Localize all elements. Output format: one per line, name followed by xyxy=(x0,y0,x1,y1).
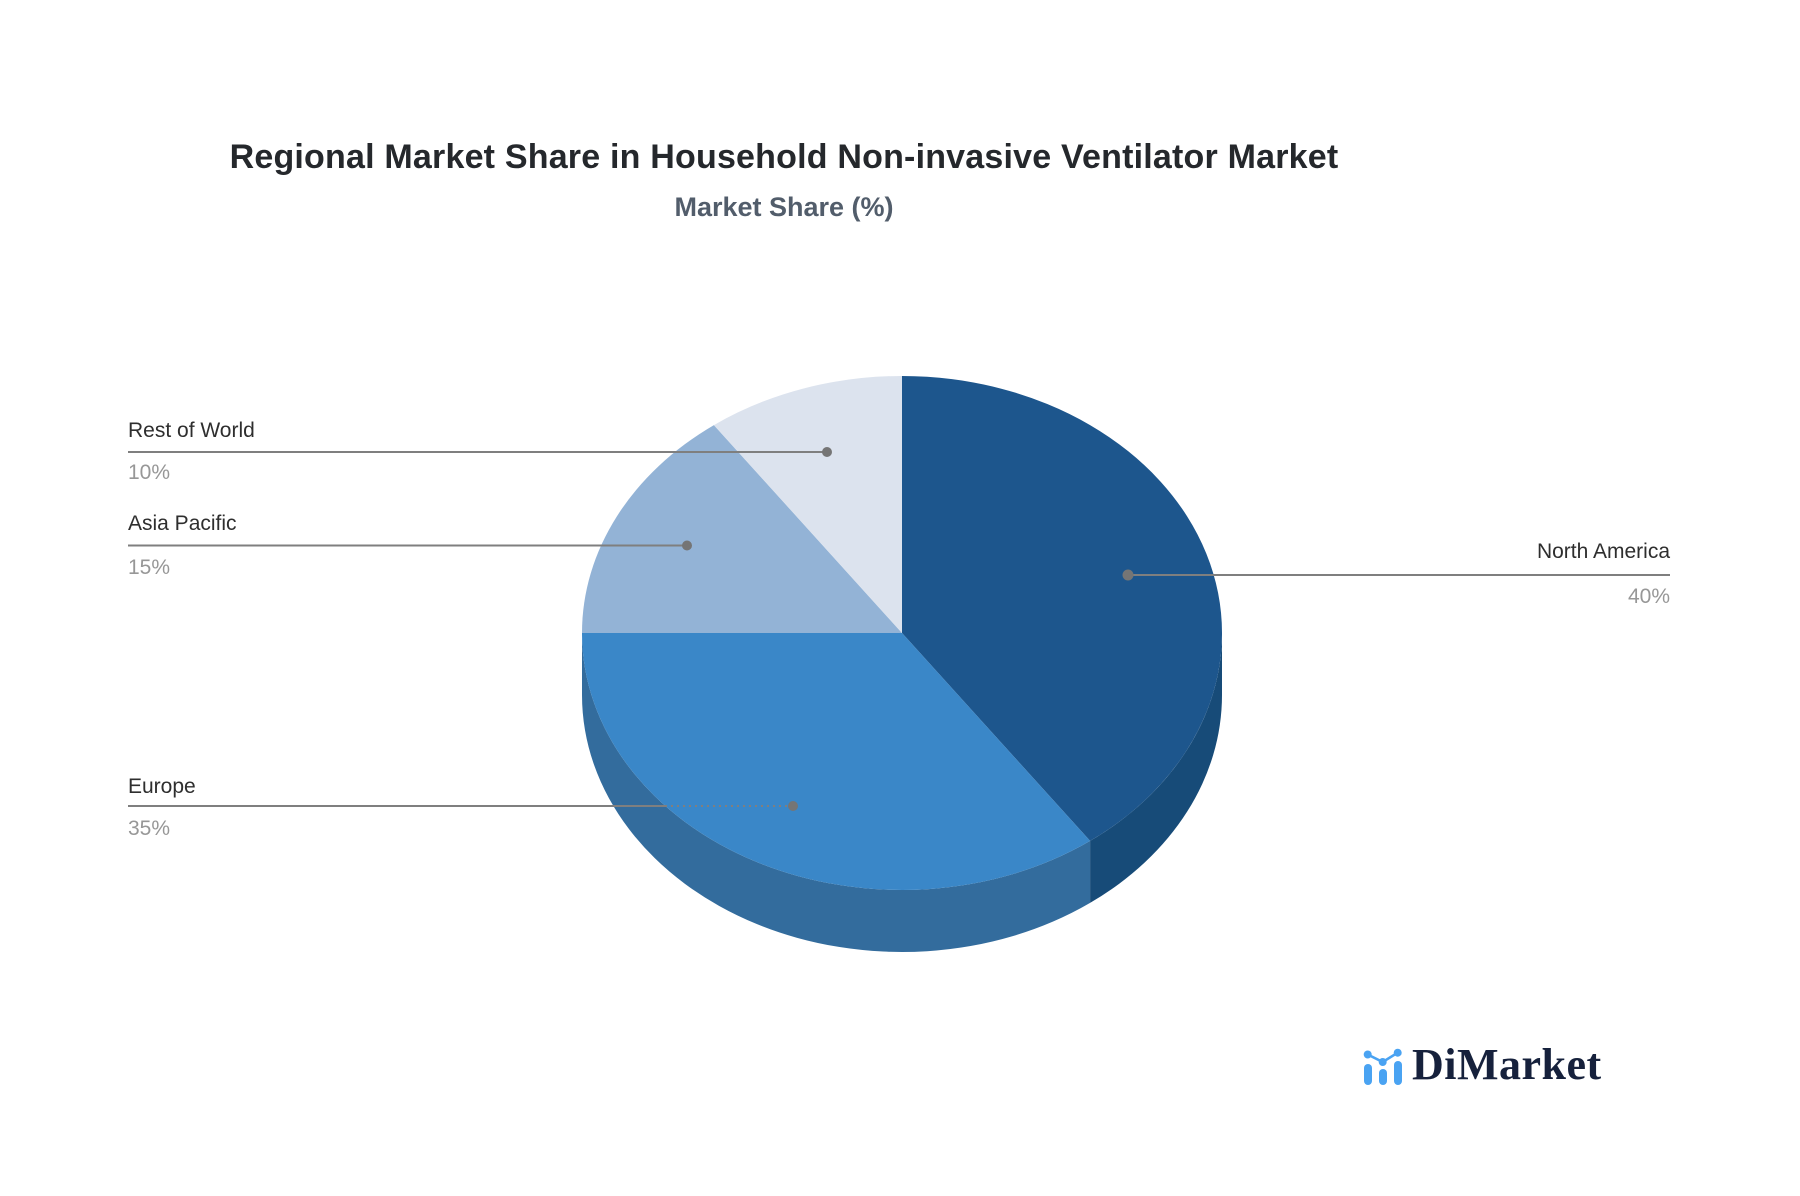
callout-label-rest-of-world: Rest of World xyxy=(128,419,255,442)
pie-slice-rest-of-world[interactable] xyxy=(713,376,902,633)
callout-label-asia-pacific: Asia Pacific xyxy=(128,512,237,535)
pie-slice-asia-pacific[interactable] xyxy=(582,425,902,633)
callout-label-north-america: North America xyxy=(1536,540,1670,563)
callout-dot-asia-pacific xyxy=(682,540,692,551)
chart-title-block: Regional Market Share in Household Non-i… xyxy=(0,138,1568,223)
chart-title: Regional Market Share in Household Non-i… xyxy=(229,138,1339,176)
pie-side-north-america xyxy=(1090,633,1222,903)
callout-pct-asia-pacific: 15% xyxy=(128,556,171,579)
bar-line-chart-icon xyxy=(1363,1048,1402,1085)
dimarket-logo: DiMarket xyxy=(1363,1040,1602,1089)
callout-pct-north-america: 40% xyxy=(1627,585,1670,608)
callout-lines xyxy=(128,447,1670,811)
callout-dot-north-america xyxy=(1122,569,1134,581)
callout-pct-rest-of-world: 10% xyxy=(128,461,171,484)
pie-side-europe xyxy=(582,633,1091,952)
chart-subtitle: Market Share (%) xyxy=(674,192,894,222)
callout-dot-rest-of-world xyxy=(822,447,832,457)
pie-slice-north-america[interactable] xyxy=(902,376,1222,841)
callout-pct-europe: 35% xyxy=(128,817,171,840)
logo-text: DiMarket xyxy=(1412,1040,1602,1089)
callout-label-europe: Europe xyxy=(128,775,196,798)
callout-dot-europe xyxy=(788,801,798,811)
pie-slice-europe[interactable] xyxy=(582,633,1091,890)
